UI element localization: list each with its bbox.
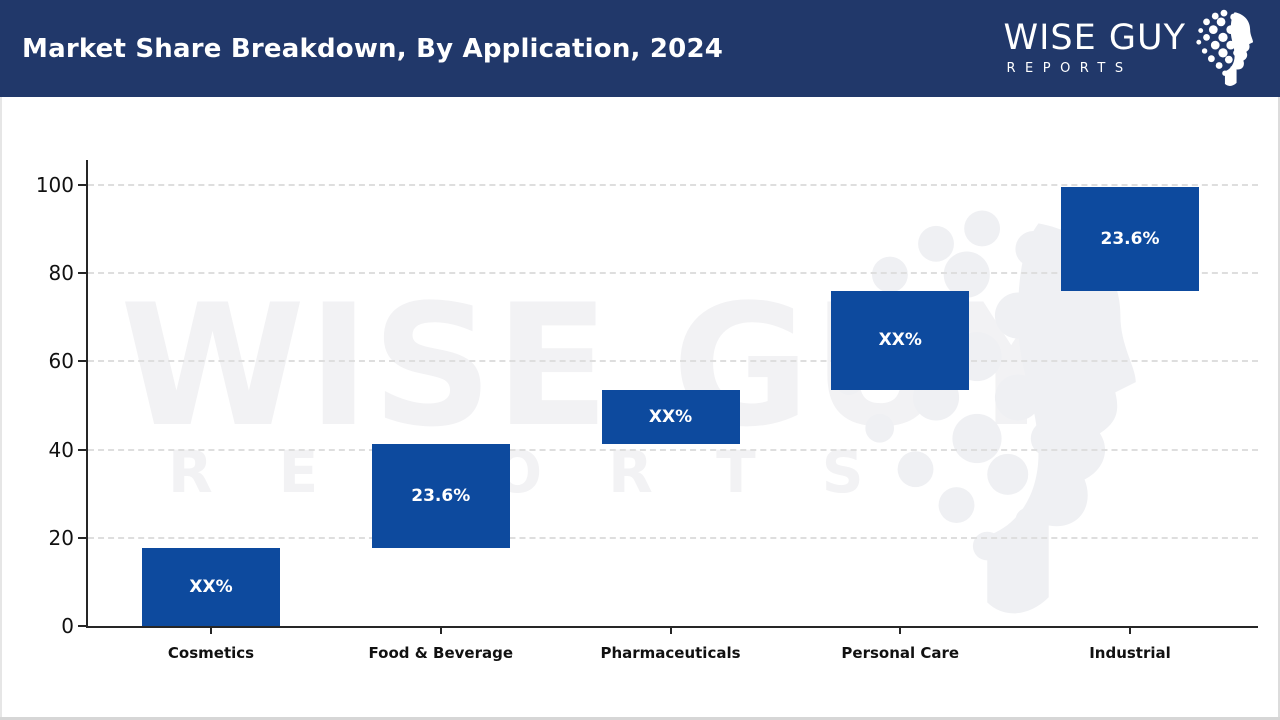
- y-tick-mark-100: [78, 184, 86, 186]
- y-tick-mark-0: [78, 625, 86, 627]
- x-tick-mark-4: [899, 626, 902, 634]
- plot-area: XX% Cosmetics 23.6% Food & Beverage XX% Pharm…: [78, 160, 1258, 662]
- y-tick-mark-80: [78, 272, 86, 275]
- logo-primary-text: WISE GUY: [1003, 18, 1186, 58]
- chart-title: Market Share Breakdown, By Application, …: [22, 33, 724, 64]
- category-label-industrial: Industrial: [1089, 644, 1171, 662]
- x-tick-mark-5: [1129, 626, 1131, 634]
- x-tick-mark-1: [210, 626, 212, 634]
- logo-face-icon: [1196, 9, 1254, 86]
- bar-industrial: 23.6%: [1061, 186, 1199, 291]
- wise-guy-reports-logo: WISE GUY REPORTS: [1003, 9, 1254, 89]
- category-label-personal-care: Personal Care: [841, 644, 960, 662]
- y-tick-label-60: 60: [48, 349, 74, 374]
- bar-value-label: XX%: [648, 406, 693, 427]
- bar-pharmaceuticals: XX%: [601, 389, 740, 445]
- bar-value-label: 23.6%: [1100, 228, 1160, 249]
- gridline-80: [88, 272, 1258, 275]
- bar-value-label: 23.6%: [411, 486, 471, 507]
- x-tick-mark-3: [669, 626, 672, 634]
- logo-text: WISE GUY REPORTS: [1003, 18, 1186, 77]
- bar-value-label: XX%: [189, 577, 233, 598]
- bar-food-beverage: 23.6%: [371, 444, 510, 549]
- gridline-100: [88, 184, 1258, 186]
- category-label-food-beverage: Food & Beverage: [368, 644, 514, 662]
- y-tick-label-100: 100: [35, 173, 74, 197]
- y-axis-tick-labels: 0 20 40 60 80 100: [0, 160, 74, 638]
- gridline-60: [88, 360, 1258, 363]
- x-axis-line: [86, 626, 1258, 628]
- category-label-pharmaceuticals: Pharmaceuticals: [600, 644, 741, 662]
- bar-personal-care: XX%: [831, 290, 970, 390]
- bar-value-label: XX%: [878, 330, 922, 351]
- gridline-20: [88, 536, 1258, 539]
- y-tick-label-80: 80: [48, 261, 74, 286]
- y-tick-mark-40: [78, 448, 86, 451]
- y-tick-mark-60: [78, 360, 86, 363]
- header-bar: Market Share Breakdown, By Application, …: [0, 0, 1280, 97]
- logo-secondary-text: REPORTS: [1006, 61, 1133, 76]
- y-tick-label-20: 20: [48, 525, 74, 550]
- bar-cosmetics: XX%: [142, 548, 280, 626]
- category-label-cosmetics: Cosmetics: [167, 644, 255, 662]
- y-tick-label-40: 40: [48, 437, 74, 462]
- gridline-40: [88, 448, 1258, 451]
- y-tick-mark-20: [78, 536, 86, 539]
- x-tick-mark-2: [439, 626, 442, 634]
- y-tick-label-0: 0: [61, 614, 74, 638]
- y-axis-line: [86, 160, 88, 628]
